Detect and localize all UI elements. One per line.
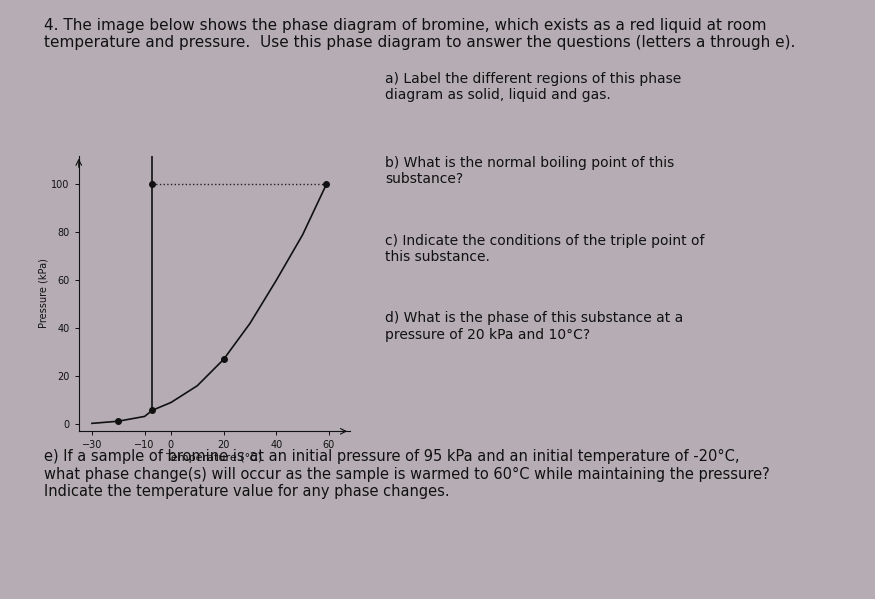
Text: a) Label the different regions of this phase
diagram as solid, liquid and gas.: a) Label the different regions of this p… bbox=[385, 72, 682, 102]
Text: 4. The image below shows the phase diagram of bromine, which exists as a red liq: 4. The image below shows the phase diagr… bbox=[44, 18, 795, 50]
Text: b) What is the normal boiling point of this
substance?: b) What is the normal boiling point of t… bbox=[385, 156, 675, 186]
Text: e) If a sample of bromine is at an initial pressure of 95 kPa and an initial tem: e) If a sample of bromine is at an initi… bbox=[44, 449, 769, 499]
Text: c) Indicate the conditions of the triple point of
this substance.: c) Indicate the conditions of the triple… bbox=[385, 234, 704, 264]
X-axis label: Temperature (°C): Temperature (°C) bbox=[166, 453, 262, 463]
Text: d) What is the phase of this substance at a
pressure of 20 kPa and 10°C?: d) What is the phase of this substance a… bbox=[385, 311, 683, 341]
Y-axis label: Pressure (kPa): Pressure (kPa) bbox=[38, 259, 49, 328]
